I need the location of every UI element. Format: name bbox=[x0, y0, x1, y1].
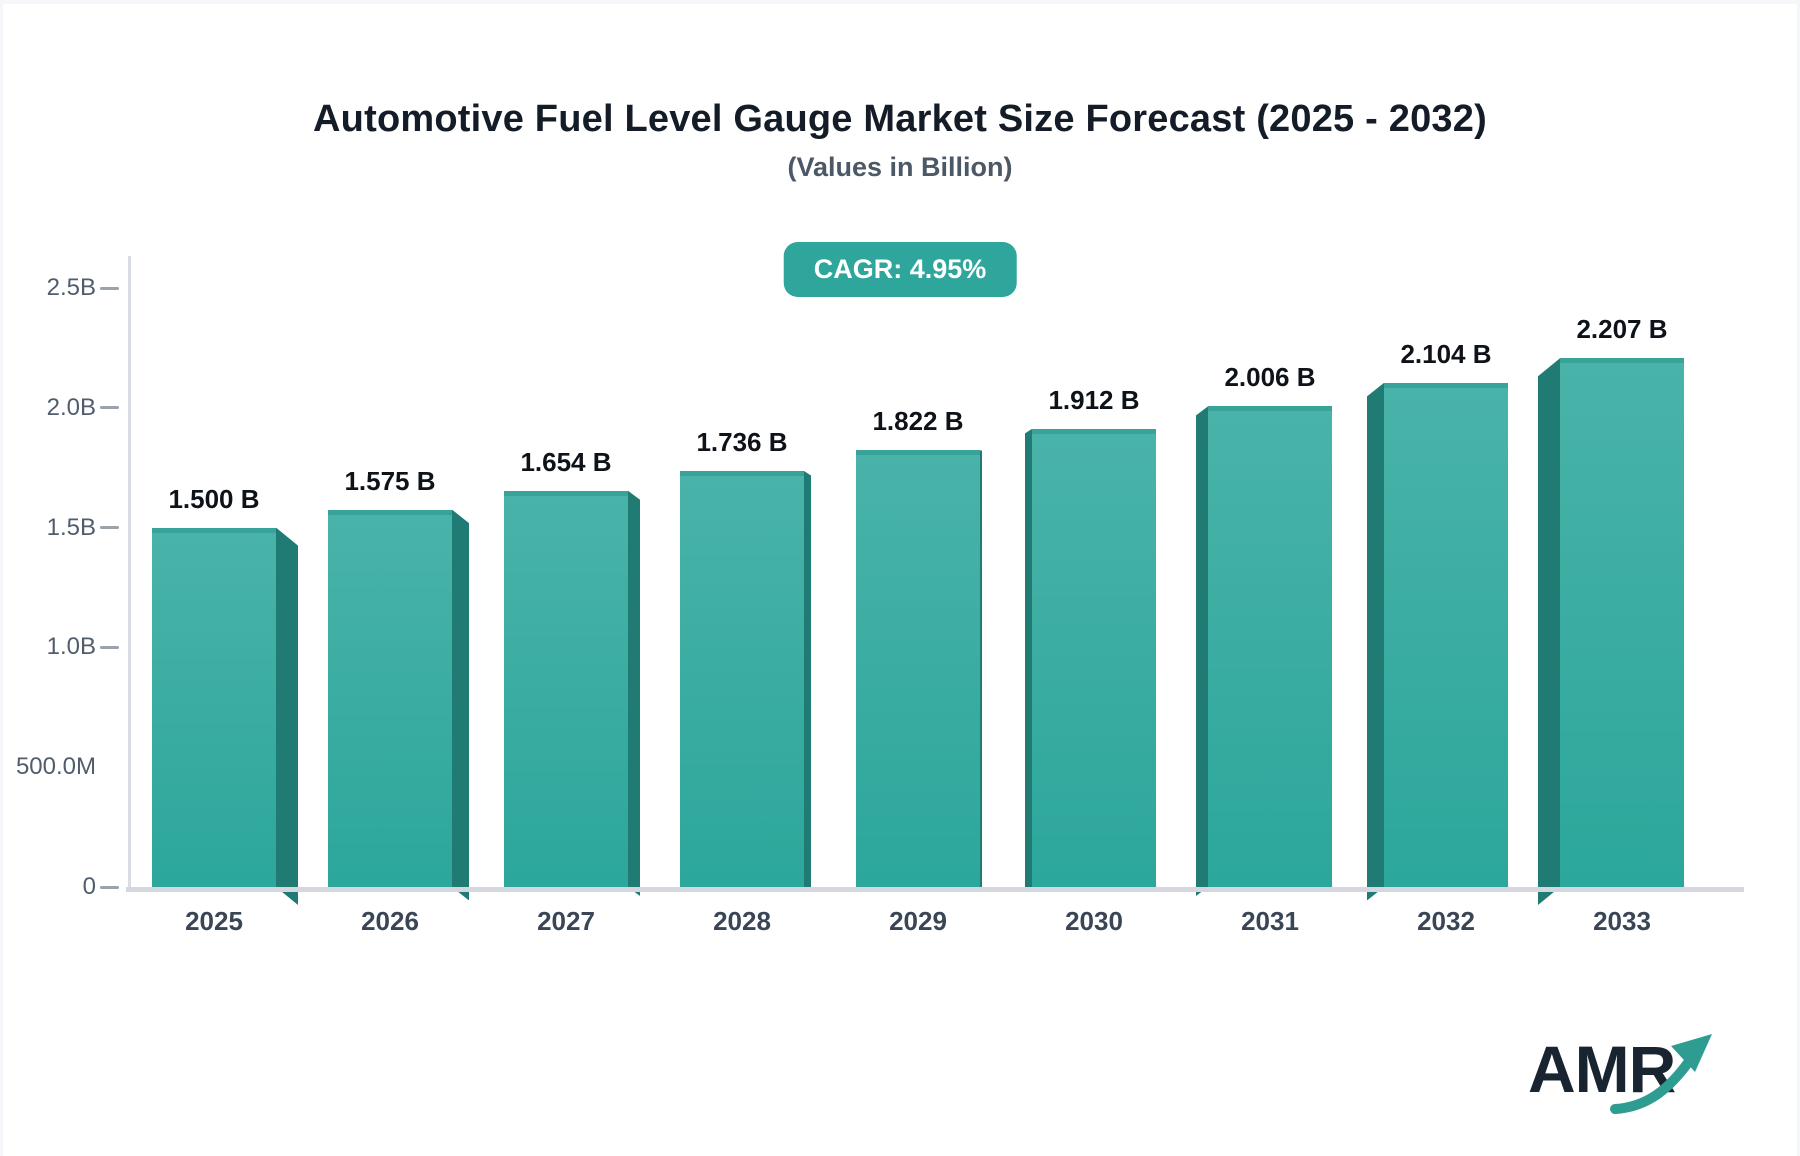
bar-side-face bbox=[452, 510, 469, 901]
bar-value-label: 1.912 B bbox=[1048, 384, 1140, 415]
x-axis-year-label: 2030 bbox=[1065, 906, 1123, 936]
bar-side-face bbox=[1367, 383, 1384, 901]
y-axis-tick-label: 500.0M bbox=[15, 753, 96, 781]
y-axis-tick-mark bbox=[100, 885, 119, 889]
bar-value-label: 2.006 B bbox=[1224, 362, 1316, 393]
bar-2027 bbox=[504, 490, 640, 896]
x-axis-year-label: 2027 bbox=[537, 906, 595, 936]
bar-2030 bbox=[1025, 428, 1156, 892]
bar-value-label: 1.575 B bbox=[344, 465, 436, 496]
bar-chart-area: 2.5B 2.0B 1.5B 1.0B 500.0M 0 1.500 B 2025 1.575 … bbox=[0, 4, 1800, 1156]
bar-2031 bbox=[1196, 406, 1332, 896]
bar-2025 bbox=[152, 527, 298, 905]
bar-side-face bbox=[628, 491, 640, 896]
x-axis-year-label: 2033 bbox=[1593, 906, 1651, 936]
bar-2032 bbox=[1367, 382, 1508, 901]
y-axis-tick-label: 0 bbox=[82, 873, 96, 900]
bar-2026 bbox=[328, 509, 469, 901]
x-axis-year-label: 2026 bbox=[361, 906, 419, 936]
bar-value-label: 2.207 B bbox=[1576, 314, 1668, 345]
y-axis-tick-mark bbox=[100, 406, 119, 410]
bar-side-face bbox=[804, 471, 811, 891]
bar-side-face bbox=[1196, 406, 1208, 896]
y-axis-tick-label: 1.5B bbox=[46, 513, 96, 541]
bar-2029 bbox=[856, 450, 982, 887]
bar-front-face bbox=[680, 471, 804, 887]
x-axis-year-label: 2029 bbox=[889, 906, 947, 936]
y-axis-tick-label: 2.0B bbox=[46, 393, 96, 421]
bar-value-label: 2.104 B bbox=[1400, 338, 1492, 369]
bar-front-face bbox=[856, 450, 980, 887]
bar-2033 bbox=[1538, 358, 1684, 905]
bar-front-face bbox=[504, 490, 628, 887]
bar-value-label: 1.822 B bbox=[872, 406, 964, 437]
bar-side-face bbox=[1538, 358, 1560, 905]
y-axis-tick-label: 1.0B bbox=[46, 633, 96, 661]
bar-front-face bbox=[328, 509, 452, 887]
y-axis-tick-mark bbox=[100, 526, 119, 530]
bar-front-face bbox=[1032, 428, 1156, 887]
y-axis-line bbox=[128, 256, 131, 888]
page-frame-right bbox=[1797, 4, 1800, 1156]
bar-2028 bbox=[680, 471, 811, 891]
cagr-badge: CAGR: 4.95% bbox=[783, 242, 1017, 297]
bar-side-face bbox=[1025, 429, 1032, 892]
y-axis-tick-label: 2.5B bbox=[46, 274, 96, 301]
bar-value-label: 1.736 B bbox=[696, 427, 788, 458]
x-axis-year-label: 2032 bbox=[1417, 906, 1475, 936]
bar-front-face bbox=[1208, 406, 1332, 887]
chart-subtitle: (Values in Billion) bbox=[787, 152, 1013, 182]
x-axis-year-label: 2031 bbox=[1241, 906, 1299, 936]
bar-side-face bbox=[980, 450, 982, 887]
growth-arrow-icon bbox=[1610, 1034, 1712, 1114]
y-axis-tick-mark bbox=[100, 645, 119, 649]
bar-side-face bbox=[276, 528, 298, 905]
bar-front-face bbox=[1384, 382, 1508, 887]
amr-logo: AMR bbox=[1528, 1032, 1712, 1114]
x-axis-year-label: 2028 bbox=[713, 906, 771, 936]
bar-front-face bbox=[152, 527, 276, 887]
y-axis-tick-mark bbox=[100, 286, 119, 290]
chart-title: Automotive Fuel Level Gauge Market Size … bbox=[313, 98, 1487, 140]
x-axis-baseline bbox=[126, 887, 1744, 892]
bar-value-label: 1.500 B bbox=[168, 483, 260, 514]
bar-value-label: 1.654 B bbox=[520, 446, 612, 477]
x-axis-year-label: 2025 bbox=[185, 906, 243, 936]
bar-front-face bbox=[1560, 358, 1684, 887]
page-frame-left bbox=[0, 4, 3, 1156]
